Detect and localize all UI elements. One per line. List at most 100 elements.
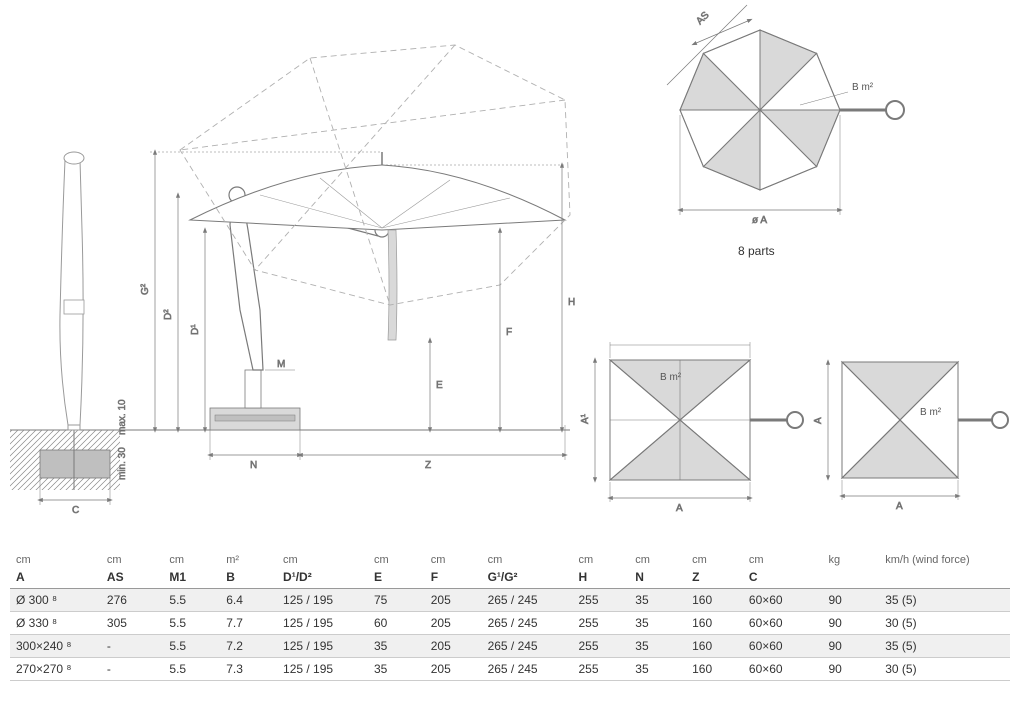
label-bm2-oct: B m² [852, 82, 874, 93]
table-cell: 255 [572, 658, 629, 681]
table-row: Ø 300 ⁸2765.56.4125 / 19575205265 / 2452… [10, 589, 1010, 612]
table-cell: 60×60 [743, 658, 823, 681]
label-d1: D¹ [190, 324, 201, 335]
units-cell: cm [101, 550, 164, 566]
table-cell: 7.2 [220, 635, 277, 658]
table-cell: 5.5 [163, 589, 220, 612]
table-cell: 35 [629, 612, 686, 635]
diagram-area: G² D² D¹ M E F H [0, 0, 1020, 545]
table-cell: 5.5 [163, 658, 220, 681]
table-cell: 255 [572, 612, 629, 635]
table-cell: Ø 330 ⁸ [10, 612, 101, 635]
table-cell: 7.3 [220, 658, 277, 681]
table-cell: 255 [572, 635, 629, 658]
open-base [210, 370, 300, 430]
header-cell [822, 566, 879, 589]
table-cell: 35 [629, 635, 686, 658]
table-cell: 205 [425, 635, 482, 658]
table-cell: 35 [629, 658, 686, 681]
label-diam-a: ø A [752, 215, 767, 226]
table-cell: 125 / 195 [277, 612, 368, 635]
square-plan-2: A A B m² [813, 362, 1008, 512]
octagon-plan: AS ø A B m² 8 parts [667, 5, 904, 258]
table-cell: 160 [686, 658, 743, 681]
table-cell: 265 / 245 [482, 658, 573, 681]
table-cell: 160 [686, 635, 743, 658]
label-bm2-sq1: B m² [660, 372, 682, 383]
units-cell: cm [10, 550, 101, 566]
label-e: E [436, 380, 443, 391]
label-h: H [568, 297, 575, 308]
side-elevation: G² D² D¹ M E F H [10, 45, 575, 516]
label-m: M [277, 359, 285, 370]
units-cell: kg [822, 550, 879, 566]
units-cell: cm [425, 550, 482, 566]
table-cell: 160 [686, 589, 743, 612]
table-cell: 30 (5) [879, 658, 1010, 681]
header-cell: Z [686, 566, 743, 589]
label-d2: D² [163, 309, 174, 320]
header-cell: D¹/D² [277, 566, 368, 589]
table-cell: 75 [368, 589, 425, 612]
units-cell: cm [629, 550, 686, 566]
label-min30: min. 30 [117, 447, 128, 480]
header-cell: A [10, 566, 101, 589]
table-cell: Ø 300 ⁸ [10, 589, 101, 612]
table-cell: 276 [101, 589, 164, 612]
units-cell: km/h (wind force) [879, 550, 1010, 566]
table-cell: 60×60 [743, 589, 823, 612]
table-cell: 265 / 245 [482, 612, 573, 635]
table-row: 270×270 ⁸-5.57.3125 / 19535205265 / 2452… [10, 658, 1010, 681]
label-max10: max. 10 [117, 399, 128, 435]
table-cell: 60×60 [743, 612, 823, 635]
table-cell: 300×240 ⁸ [10, 635, 101, 658]
units-cell: cm [277, 550, 368, 566]
header-cell: M1 [163, 566, 220, 589]
caption-8parts: 8 parts [738, 244, 775, 258]
header-cell: AS [101, 566, 164, 589]
table-cell: 255 [572, 589, 629, 612]
units-cell: cm [686, 550, 743, 566]
table-cell: 90 [822, 658, 879, 681]
table-cell: 5.5 [163, 612, 220, 635]
table-cell: 125 / 195 [277, 589, 368, 612]
units-cell: cm [163, 550, 220, 566]
table-cell: 5.5 [163, 635, 220, 658]
spec-table: cmcmcmm²cmcmcmcmcmcmcmcmkgkm/h (wind for… [10, 550, 1010, 681]
table-cell: 205 [425, 658, 482, 681]
table-row: Ø 330 ⁸3055.57.7125 / 19560205265 / 2452… [10, 612, 1010, 635]
table-cell: - [101, 658, 164, 681]
table-cell: 6.4 [220, 589, 277, 612]
label-n: N [250, 460, 257, 471]
label-as: AS [694, 10, 711, 27]
table-cell: 35 [368, 658, 425, 681]
table-cell: 125 / 195 [277, 658, 368, 681]
label-z: Z [425, 460, 431, 471]
header-cell [879, 566, 1010, 589]
table-cell: 90 [822, 589, 879, 612]
units-cell: cm [482, 550, 573, 566]
label-g2: G² [140, 283, 151, 295]
square-plan-1: A¹ A B m² [580, 342, 803, 514]
table-cell: - [101, 635, 164, 658]
closed-umbrella [60, 152, 84, 430]
table-cell: 35 (5) [879, 635, 1010, 658]
table-cell: 35 (5) [879, 589, 1010, 612]
table-cell: 90 [822, 612, 879, 635]
table-cell: 35 [368, 635, 425, 658]
units-cell: cm [368, 550, 425, 566]
label-a1: A¹ [580, 413, 591, 424]
units-cell: m² [220, 550, 277, 566]
table-cell: 205 [425, 612, 482, 635]
header-cell: B [220, 566, 277, 589]
table-cell: 270×270 ⁸ [10, 658, 101, 681]
header-cell: G¹/G² [482, 566, 573, 589]
table-cell: 160 [686, 612, 743, 635]
label-c: C [72, 505, 79, 516]
header-cell: F [425, 566, 482, 589]
table-cell: 35 [629, 589, 686, 612]
table-cell: 30 (5) [879, 612, 1010, 635]
table-cell: 60 [368, 612, 425, 635]
header-cell: N [629, 566, 686, 589]
table-row: 300×240 ⁸-5.57.2125 / 19535205265 / 2452… [10, 635, 1010, 658]
